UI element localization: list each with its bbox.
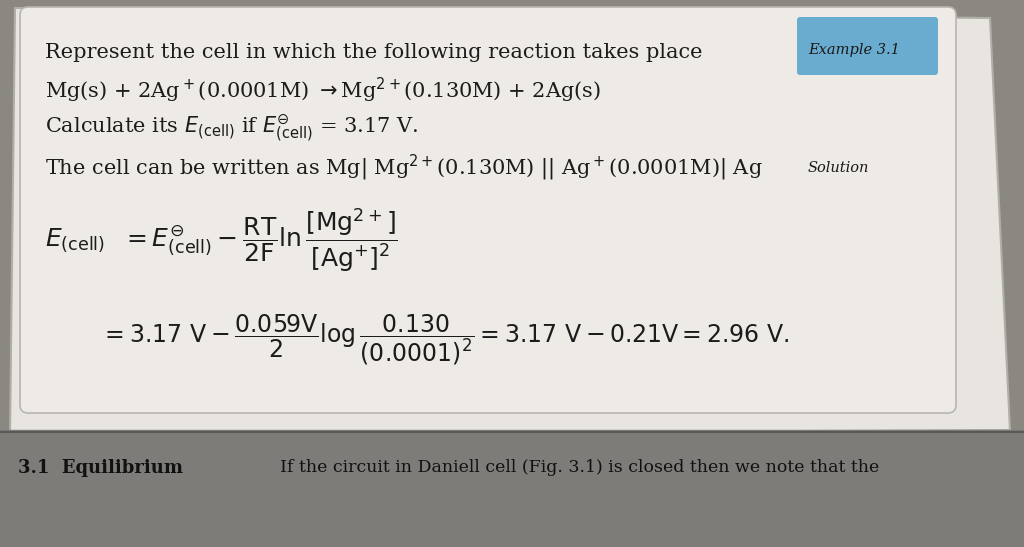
Text: 3.1  Equilibrium: 3.1 Equilibrium xyxy=(18,459,183,477)
Text: Represent the cell in which the following reaction takes place: Represent the cell in which the followin… xyxy=(45,43,702,61)
Text: Solution: Solution xyxy=(808,161,869,175)
FancyBboxPatch shape xyxy=(20,7,956,413)
Text: $E_{\mathrm{(cell)}}$  $= E^{\ominus}_{\mathrm{(cell)}} - \dfrac{\mathrm{RT}}{\m: $E_{\mathrm{(cell)}}$ $= E^{\ominus}_{\m… xyxy=(45,206,398,274)
Polygon shape xyxy=(10,8,1010,435)
Text: $= 3.17\ \mathrm{V} - \dfrac{0.059\mathrm{V}}{2}\log\dfrac{0.130}{(0.0001)^2} = : $= 3.17\ \mathrm{V} - \dfrac{0.059\mathr… xyxy=(100,313,790,368)
Text: Example 3.1: Example 3.1 xyxy=(808,43,900,57)
Text: The cell can be written as Mg$|$ Mg$^{2+}$(0.130M) $||$ Ag$^+$(0.0001M)$|$ Ag: The cell can be written as Mg$|$ Mg$^{2+… xyxy=(45,153,763,183)
Bar xyxy=(0,430,1024,547)
Text: If the circuit in Daniell cell (Fig. 3.1) is closed then we note that the: If the circuit in Daniell cell (Fig. 3.1… xyxy=(280,459,880,476)
Text: Mg(s) + 2Ag$^+$(0.0001M) $\rightarrow$Mg$^{2+}$(0.130M) + 2Ag(s): Mg(s) + 2Ag$^+$(0.0001M) $\rightarrow$Mg… xyxy=(45,75,601,104)
FancyBboxPatch shape xyxy=(797,17,938,75)
Text: Calculate its $E_{\mathrm{(cell)}}$ if $E^{\ominus}_{\mathrm{(cell)}}$ = 3.17 V.: Calculate its $E_{\mathrm{(cell)}}$ if $… xyxy=(45,112,418,144)
